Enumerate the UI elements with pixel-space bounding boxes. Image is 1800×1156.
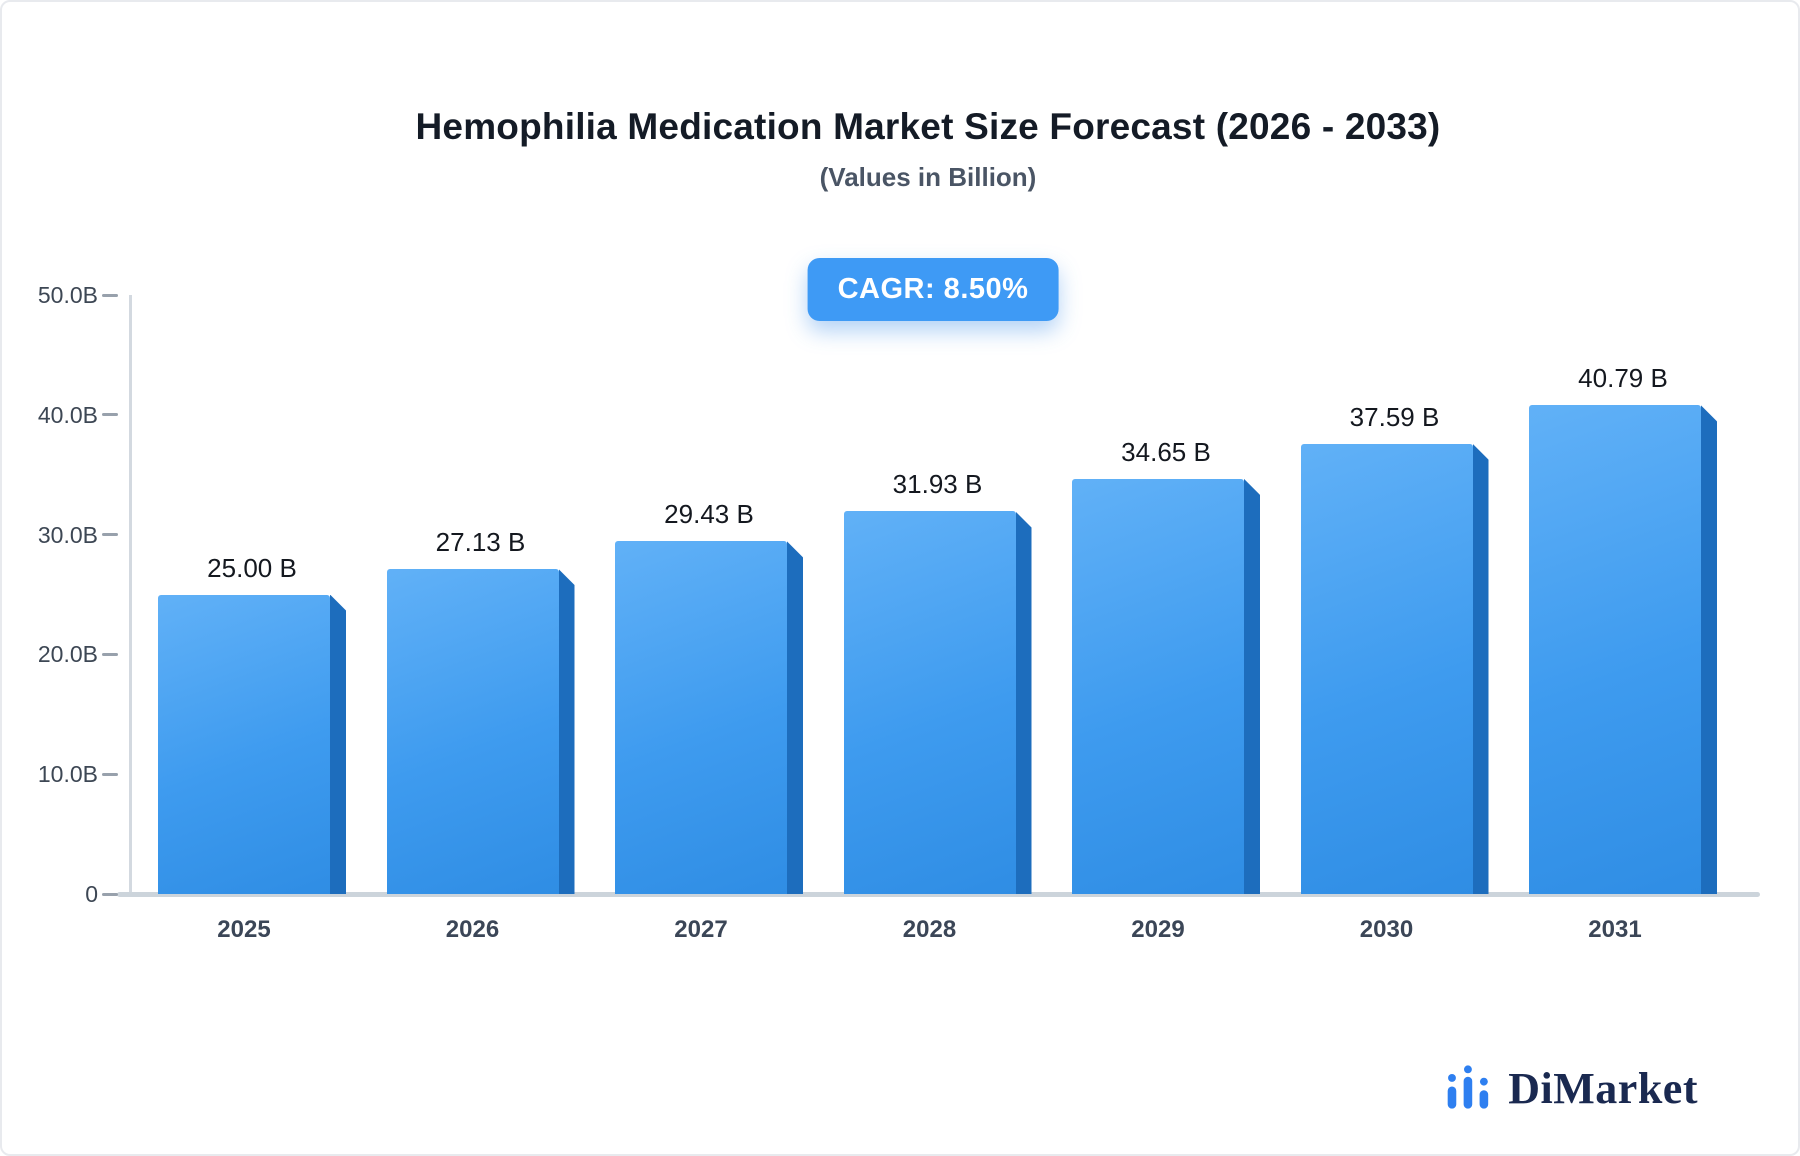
- brand-logo: DiMarket: [1444, 1063, 1698, 1114]
- x-tick-label: 2025: [217, 916, 271, 943]
- x-axis: [117, 892, 1760, 897]
- x-tick-label: 2030: [1359, 916, 1414, 943]
- y-tick: [102, 413, 118, 417]
- bar-side-2029: [1244, 478, 1260, 894]
- bar-value-label: 34.65 B: [1121, 436, 1211, 467]
- bar-2029: [1072, 478, 1244, 894]
- bar-value-label: 29.43 B: [664, 499, 754, 530]
- chart-header: Hemophilia Medication Market Size Foreca…: [30, 106, 1798, 193]
- bar-value-label: 40.79 B: [1578, 363, 1668, 394]
- bar-2027: [615, 541, 787, 894]
- y-tick-label: 0: [85, 881, 98, 907]
- bar-2025: [158, 594, 330, 894]
- brand-logo-icon: [1447, 1064, 1489, 1109]
- chart-subtitle: (Values in Billion): [819, 162, 1037, 192]
- bar-2030: [1300, 443, 1473, 894]
- y-tick: [102, 533, 118, 537]
- y-tick-label: 50.0B: [37, 282, 98, 308]
- x-tick-label: 2031: [1588, 916, 1642, 943]
- x-tick-label: 2026: [445, 916, 500, 943]
- x-tick-label: 2029: [1131, 916, 1185, 943]
- cagr-badge: CAGR: 8.50%: [807, 258, 1059, 321]
- y-tick: [102, 293, 118, 297]
- bar-side-2030: [1472, 443, 1489, 894]
- bar-value-label: 25.00 B: [207, 552, 297, 583]
- bar-value-label: 37.59 B: [1349, 401, 1440, 432]
- y-tick: [102, 652, 118, 656]
- y-tick: [102, 892, 118, 896]
- x-tick-label: 2028: [902, 916, 957, 943]
- bar-side-2025: [330, 594, 346, 894]
- bar-2031: [1529, 405, 1701, 894]
- bar-value-label: 27.13 B: [435, 526, 526, 557]
- y-tick-label: 20.0B: [37, 641, 98, 668]
- bar-2028: [843, 511, 1016, 894]
- bar-2026: [386, 568, 559, 894]
- bar-side-2027: [787, 541, 803, 894]
- y-tick-label: 30.0B: [37, 521, 98, 548]
- chart-title: Hemophilia Medication Market Size Foreca…: [415, 106, 1441, 147]
- bar-side-2028: [1015, 511, 1032, 894]
- bar-value-label: 31.93 B: [892, 469, 983, 500]
- y-axis: [129, 295, 132, 894]
- y-tick-label: 40.0B: [37, 401, 98, 428]
- y-tick: [102, 772, 118, 776]
- bar-side-2031: [1701, 405, 1717, 894]
- x-tick-label: 2027: [674, 916, 728, 943]
- y-tick-label: 10.0B: [37, 761, 98, 788]
- brand-logo-text: DiMarket: [1508, 1064, 1698, 1113]
- bar-side-2026: [558, 568, 575, 894]
